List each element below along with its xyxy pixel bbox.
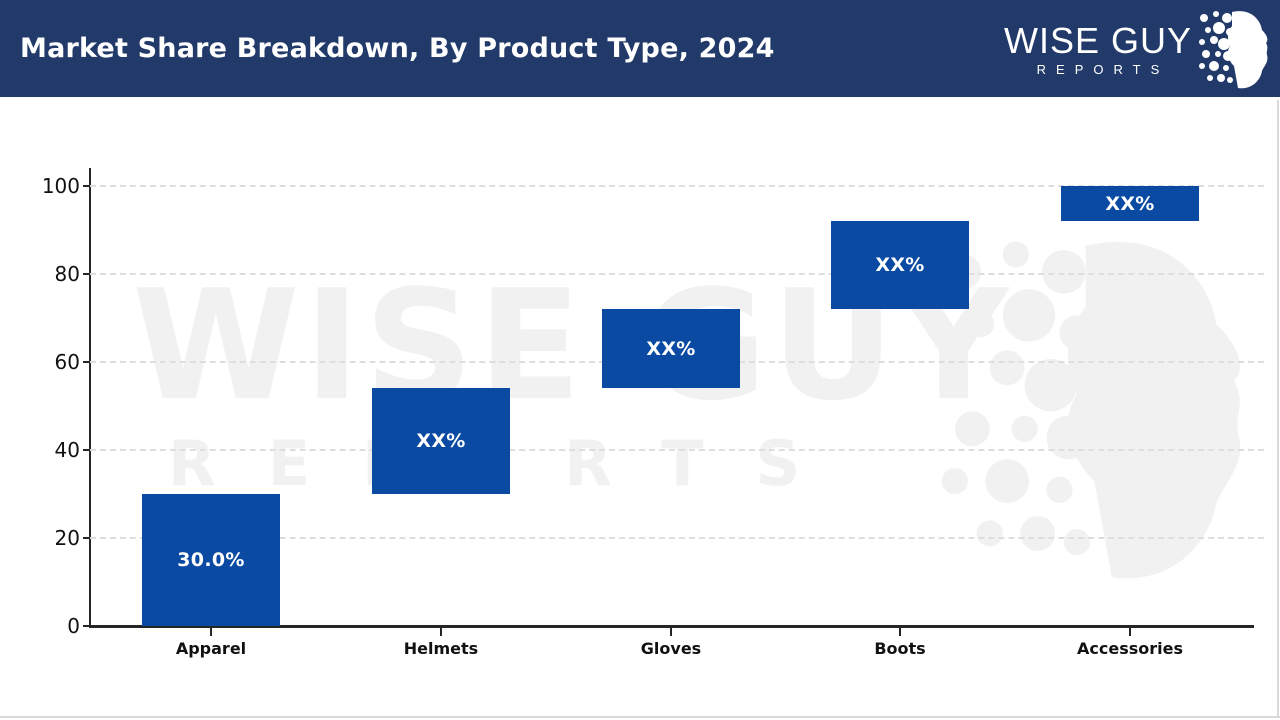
y-tick-label-40: 40 bbox=[54, 438, 80, 462]
logo-text: WISE GUY REPORTS bbox=[1003, 19, 1192, 77]
gridline-100 bbox=[90, 185, 1264, 187]
bar-helmets: XX% bbox=[372, 388, 510, 494]
watermark-subtitle: REPORTS bbox=[168, 427, 853, 500]
y-tick-20 bbox=[83, 537, 90, 539]
y-tick-label-80: 80 bbox=[54, 262, 80, 286]
x-tick-apparel bbox=[210, 628, 212, 636]
bar-apparel: 30.0% bbox=[142, 494, 280, 626]
bar-accessories: XX% bbox=[1061, 186, 1199, 222]
x-category-label-gloves: Gloves bbox=[640, 639, 702, 658]
bar-value-label-accessories: XX% bbox=[1105, 192, 1155, 215]
figure-bottom-border bbox=[0, 716, 1280, 718]
header-bar: Market Share Breakdown, By Product Type,… bbox=[0, 0, 1280, 97]
y-tick-60 bbox=[83, 361, 90, 363]
watermark-head-icon bbox=[941, 241, 1241, 579]
figure-right-border bbox=[1277, 100, 1279, 718]
bar-value-label-gloves: XX% bbox=[646, 337, 696, 360]
bar-value-label-boots: XX% bbox=[875, 254, 925, 277]
y-tick-label-60: 60 bbox=[54, 350, 80, 374]
y-axis-spine bbox=[89, 168, 91, 627]
y-tick-100 bbox=[83, 185, 90, 187]
x-tick-helmets bbox=[440, 628, 442, 636]
x-category-label-boots: Boots bbox=[874, 639, 926, 658]
y-tick-0 bbox=[83, 625, 90, 627]
bar-boots: XX% bbox=[831, 221, 969, 310]
x-category-label-apparel: Apparel bbox=[175, 639, 247, 658]
wiseguy-head-icon bbox=[1199, 11, 1268, 89]
x-tick-boots bbox=[899, 628, 901, 636]
y-tick-40 bbox=[83, 449, 90, 451]
logo-subtitle: REPORTS bbox=[1036, 61, 1170, 77]
y-tick-80 bbox=[83, 273, 90, 275]
bar-value-label-helmets: XX% bbox=[416, 430, 466, 453]
gridline-40 bbox=[90, 449, 1264, 451]
x-tick-accessories bbox=[1129, 628, 1131, 636]
x-category-label-accessories: Accessories bbox=[1077, 639, 1183, 658]
y-tick-label-0: 0 bbox=[67, 614, 80, 638]
x-tick-gloves bbox=[670, 628, 672, 636]
gridline-80 bbox=[90, 273, 1264, 275]
y-tick-label-20: 20 bbox=[54, 526, 80, 550]
gridline-20 bbox=[90, 537, 1264, 539]
bar-value-label-apparel: 30.0% bbox=[177, 549, 245, 571]
x-category-label-helmets: Helmets bbox=[403, 639, 479, 658]
x-axis-spine bbox=[89, 625, 1254, 628]
logo-wordmark: WISE GUY bbox=[1003, 19, 1192, 61]
wiseguy-logo: WISE GUY REPORTS bbox=[1004, 4, 1272, 94]
chart-title: Market Share Breakdown, By Product Type,… bbox=[20, 33, 775, 64]
bar-gloves: XX% bbox=[602, 309, 740, 389]
y-tick-label-100: 100 bbox=[41, 174, 80, 198]
